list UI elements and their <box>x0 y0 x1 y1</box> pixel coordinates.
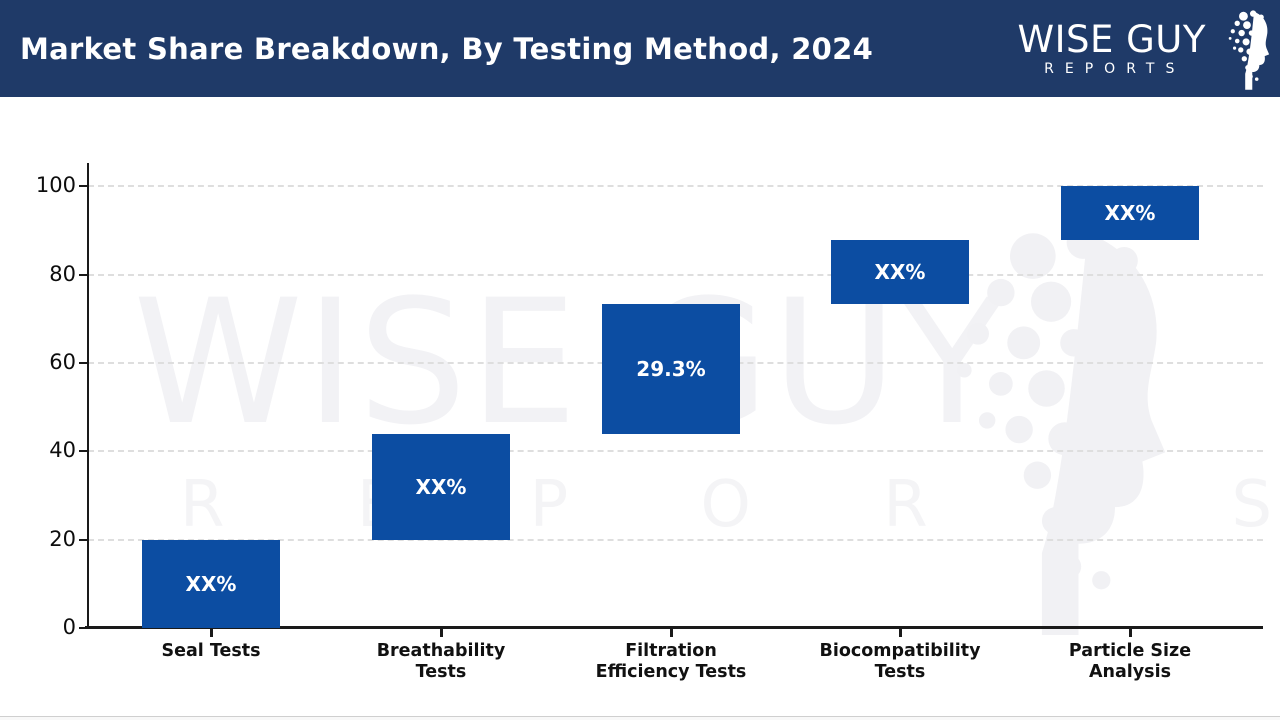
x-tick-label: Seal Tests <box>161 641 261 661</box>
x-axis-line <box>85 626 1263 629</box>
y-tick-mark <box>79 185 87 188</box>
dotted-head-watermark-icon <box>957 225 1166 635</box>
logo-subtext: REPORTS <box>1044 61 1186 77</box>
bar-value-label: XX% <box>1104 201 1156 226</box>
page-title: Market Share Breakdown, By Testing Metho… <box>20 31 874 66</box>
bottom-border-line <box>0 716 1280 720</box>
y-tick-mark <box>79 450 87 453</box>
y-tick-mark <box>79 273 87 276</box>
y-tick-mark <box>79 538 87 541</box>
gridline <box>88 273 1263 276</box>
y-tick-mark <box>79 361 87 364</box>
gridline <box>88 185 1263 188</box>
waterfall-bar: XX% <box>372 433 510 540</box>
y-axis-line <box>87 163 89 629</box>
x-tick-mark <box>210 629 213 637</box>
gridline <box>88 450 1263 453</box>
x-tick-mark <box>670 629 673 637</box>
waterfall-bar: 29.3% <box>602 304 740 434</box>
dotted-head-logo-icon <box>1228 10 1270 90</box>
x-tick-mark <box>899 629 902 637</box>
x-tick-label: Particle Size Analysis <box>1068 641 1192 682</box>
bar-value-label: XX% <box>415 474 467 499</box>
x-tick-mark <box>440 629 443 637</box>
y-tick-label: 80 <box>49 261 76 286</box>
gridline <box>88 538 1263 541</box>
x-tick-mark <box>1129 629 1132 637</box>
x-tick-label: Filtration Efficiency Tests <box>595 641 747 682</box>
bar-value-label: 29.3% <box>636 356 706 381</box>
x-tick-label: Breathability Tests <box>376 641 506 682</box>
bar-value-label: XX% <box>874 260 926 285</box>
logo-wordmark: WISE GUY <box>1017 18 1206 61</box>
y-tick-label: 60 <box>49 349 76 374</box>
brand-logo: WISE GUY REPORTS <box>1018 4 1270 94</box>
y-tick-mark <box>79 627 87 629</box>
waterfall-bar: XX% <box>831 240 969 305</box>
y-tick-label: 0 <box>62 615 76 639</box>
bar-value-label: XX% <box>185 571 237 596</box>
waterfall-bar: XX% <box>142 539 280 628</box>
header-bar: Market Share Breakdown, By Testing Metho… <box>0 0 1280 97</box>
waterfall-bar: XX% <box>1061 186 1199 241</box>
x-tick-label: Biocompatibility Tests <box>819 641 981 682</box>
y-tick-label: 20 <box>49 526 76 551</box>
y-tick-label: 40 <box>49 438 76 463</box>
y-tick-label: 100 <box>35 173 76 198</box>
